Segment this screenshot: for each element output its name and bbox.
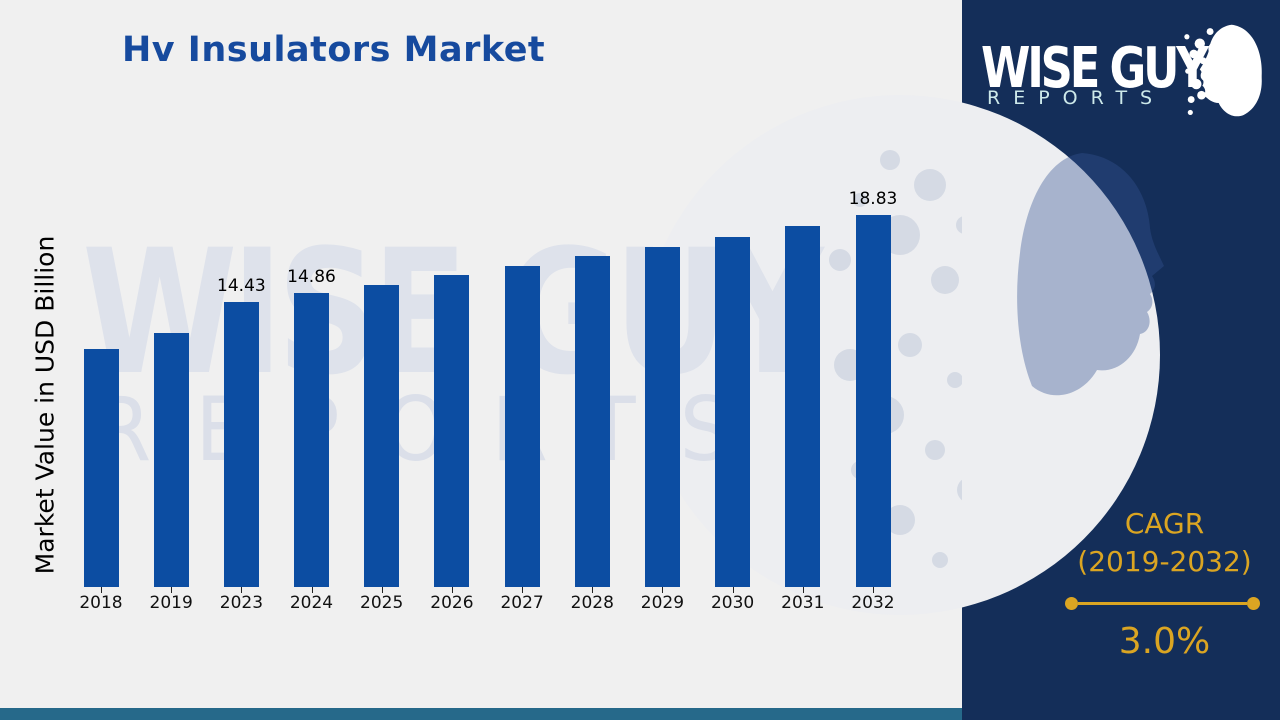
x-tick-label-2029: 2029 [640, 593, 685, 613]
cagr-divider [1065, 597, 1260, 610]
brand-panel: WISE GUY REPORTS CAGR (2019-2032) [962, 0, 1280, 720]
bar-2028 [574, 256, 610, 587]
bar-2032 [855, 215, 891, 587]
x-axis-tick [171, 587, 173, 593]
x-tick-label-2018: 2018 [79, 593, 123, 613]
x-axis-tick [451, 587, 453, 593]
logo: WISE GUY REPORTS [962, 0, 1280, 140]
bar-2030 [715, 237, 751, 587]
divider-line [1078, 602, 1247, 605]
bar-2029 [644, 247, 680, 587]
x-axis-tick [662, 587, 664, 593]
x-axis-tick [101, 587, 102, 593]
x-tick-label-2027: 2027 [500, 593, 544, 613]
divider-right-dot-icon [1247, 597, 1260, 610]
bar-2026 [434, 275, 470, 587]
x-tick-label-2024: 2024 [289, 593, 334, 613]
cagr-block: CAGR (2019-2032) 3.0% [1057, 505, 1272, 664]
bar-2027 [504, 266, 540, 587]
cagr-range: (2019-2032) [1077, 545, 1252, 578]
value-label-2032: 18.83 [848, 189, 898, 209]
x-axis-tick [311, 587, 313, 593]
x-axis-tick [381, 587, 383, 593]
x-tick-label-2028: 2028 [570, 593, 614, 613]
x-tick-label-2032: 2032 [851, 593, 895, 613]
logo-face-profile-icon [1184, 24, 1262, 117]
x-tick-label-2019: 2019 [149, 593, 193, 613]
watermark-reports-text: REPORTS [95, 378, 775, 481]
logo-wordmark: WISE GUY [981, 36, 1209, 101]
x-tick-label-2026: 2026 [430, 593, 474, 613]
x-tick-label-2031: 2031 [781, 593, 825, 613]
x-axis-tick [802, 587, 804, 593]
x-axis-tick [241, 587, 243, 593]
page-title: Hv Insulators Market [122, 30, 546, 70]
x-tick-label-2030: 2030 [710, 593, 755, 613]
x-tick-label-2023: 2023 [219, 593, 264, 613]
x-axis-tick [592, 587, 594, 593]
y-axis-label: Market Value in USD Billion [30, 235, 60, 575]
bar-2023 [223, 302, 259, 587]
x-axis-tick [732, 587, 734, 593]
cagr-value: 3.0% [1118, 621, 1211, 662]
value-label-2024: 14.86 [287, 267, 336, 287]
bar-2024 [294, 293, 329, 587]
cagr-label: CAGR [1124, 507, 1205, 540]
footer-accent-bar [0, 708, 962, 720]
x-axis-tick [522, 587, 524, 593]
x-tick-label-2025: 2025 [360, 593, 404, 613]
logo-reports-label: REPORTS [987, 87, 1166, 109]
face-profile-watermark-icon [1017, 153, 1164, 396]
divider-left-dot-icon [1065, 597, 1078, 610]
bar-2019 [153, 333, 189, 587]
bar-2031 [785, 226, 821, 587]
x-axis-tick [873, 587, 874, 593]
bar-2018 [83, 349, 119, 587]
value-label-2023: 14.43 [217, 276, 266, 296]
bar-2025 [364, 285, 400, 587]
